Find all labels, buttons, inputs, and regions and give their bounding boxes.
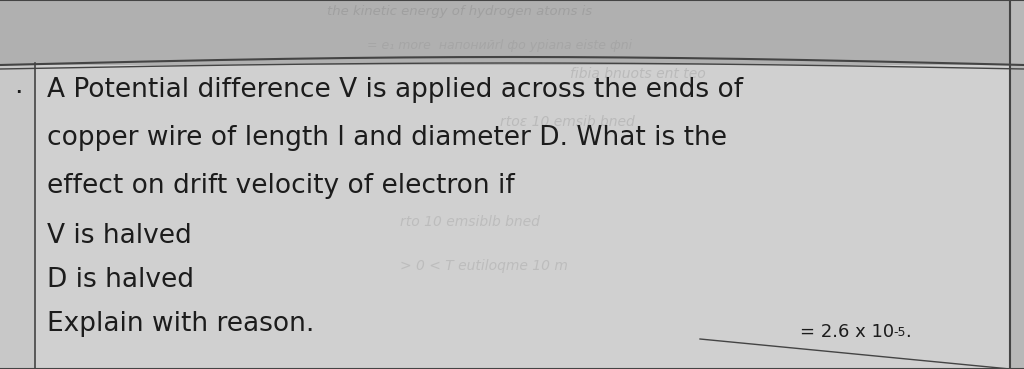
Text: A Potential difference V is applied across the ends of: A Potential difference V is applied acro… <box>47 77 743 103</box>
Text: the kinetic energy of hydrogen atoms is: the kinetic energy of hydrogen atoms is <box>328 5 593 18</box>
Text: effect on drift velocity of electron if: effect on drift velocity of electron if <box>47 173 515 199</box>
Text: copper wire of length l and diameter D. What is the: copper wire of length l and diameter D. … <box>47 125 727 151</box>
Bar <box>0 0 1024 65</box>
Text: > 0 < T eutiloqme 10 m: > 0 < T eutiloqme 10 m <box>400 259 568 273</box>
Bar <box>1010 0 1024 369</box>
Text: Explain with reason.: Explain with reason. <box>47 311 314 337</box>
Text: .: . <box>905 323 910 341</box>
Bar <box>0 65 35 369</box>
Text: D is halved: D is halved <box>47 267 194 293</box>
Text: = e₁ more  напонийrl фo ypiana eiste фni: = e₁ more напонийrl фo ypiana eiste фni <box>368 39 633 52</box>
Text: fibia bnuots ent teo: fibia bnuots ent teo <box>570 67 706 81</box>
Text: .: . <box>13 73 23 99</box>
Bar <box>35 65 1010 369</box>
Text: = 2.6 x 10: = 2.6 x 10 <box>800 323 894 341</box>
Text: V is halved: V is halved <box>47 223 191 249</box>
Text: rtoε 10 emsib bned: rtoε 10 emsib bned <box>500 115 635 129</box>
Text: -5: -5 <box>893 326 905 339</box>
Text: rto 10 emsiblb bned: rto 10 emsiblb bned <box>400 215 540 229</box>
